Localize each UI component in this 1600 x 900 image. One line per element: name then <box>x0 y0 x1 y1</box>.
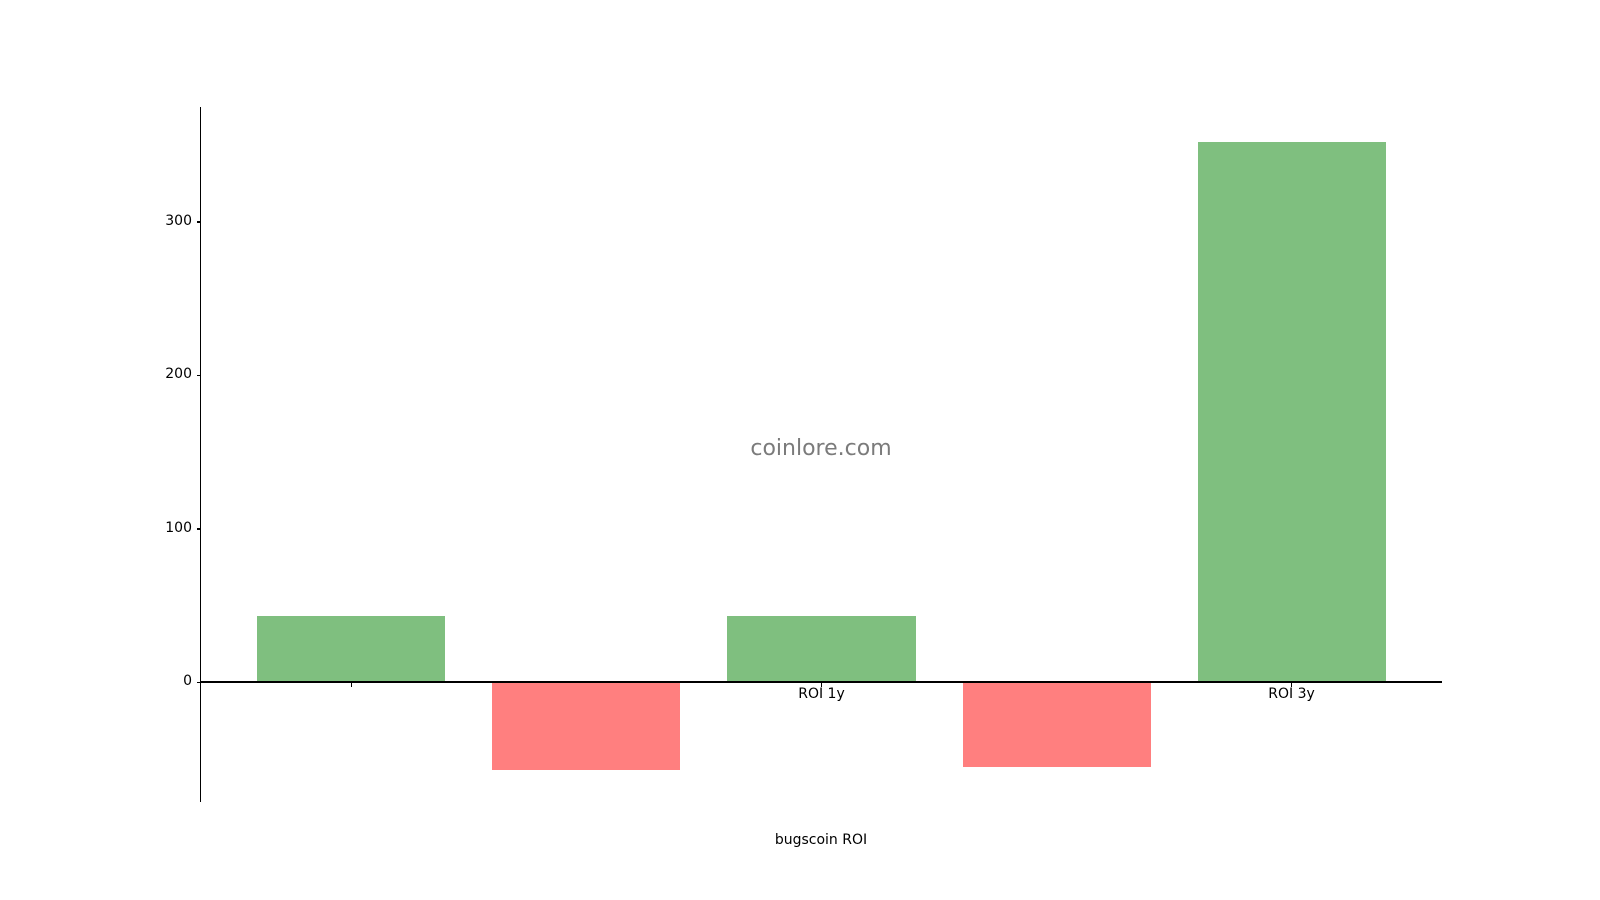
x-axis-zero-line <box>200 681 1442 683</box>
x-tick-label: ROI 1y <box>798 686 845 703</box>
y-axis-tick <box>196 528 201 530</box>
x-tick-label: ROI 3y <box>1268 686 1315 703</box>
bar-col-1 <box>257 616 446 683</box>
y-axis-tick <box>196 681 201 684</box>
y-axis-tick <box>196 221 201 223</box>
bar-col-4 <box>962 682 1151 767</box>
x-axis-tick <box>1290 682 1293 687</box>
x-axis-tick <box>350 682 353 687</box>
bar-roi-3y <box>1197 142 1386 683</box>
y-axis-line <box>200 107 202 802</box>
y-tick-label: 200 <box>165 366 192 383</box>
y-tick-label: 100 <box>165 519 192 536</box>
bar-col-2 <box>492 682 681 770</box>
y-tick-label: 300 <box>165 213 192 230</box>
bar-roi-1y <box>727 616 916 683</box>
y-tick-label: 0 <box>183 673 192 690</box>
x-axis-tick <box>820 682 823 687</box>
y-axis-tick <box>196 374 201 377</box>
chart-xlabel: bugscoin ROI <box>774 832 868 848</box>
watermark-text: coinlore.com <box>750 436 892 461</box>
